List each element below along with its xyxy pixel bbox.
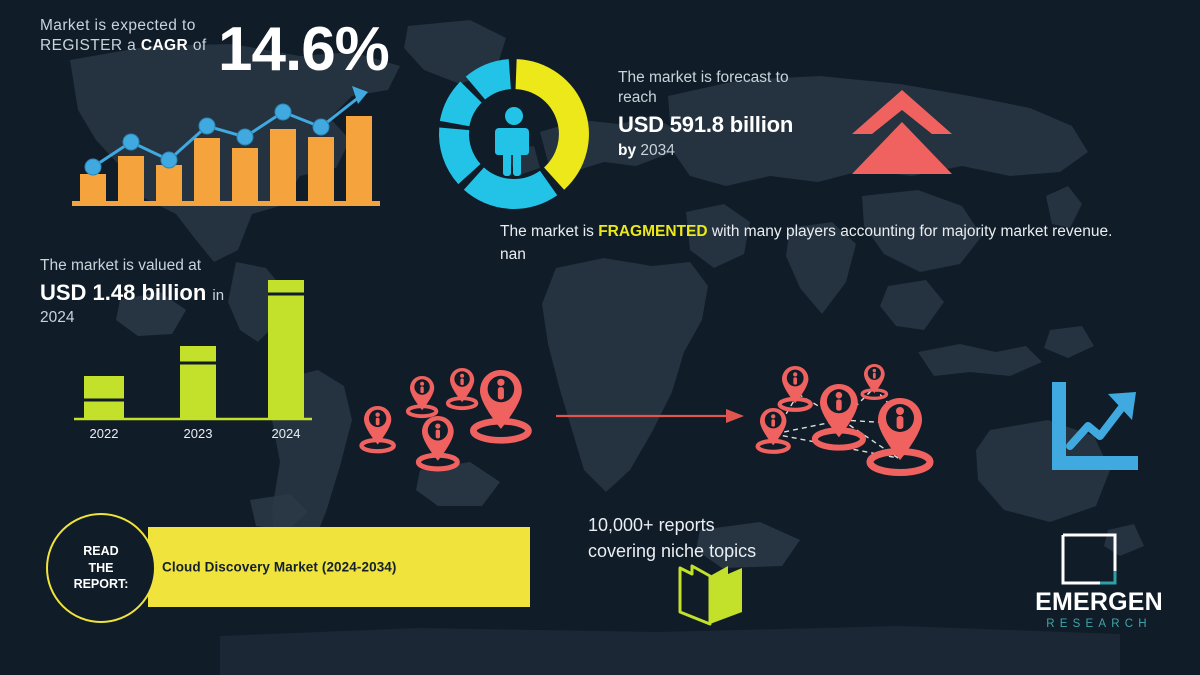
donut-slice-2 bbox=[463, 166, 558, 209]
read-report-bar[interactable]: Cloud Discovery Market (2024-2034) bbox=[148, 527, 530, 607]
forecast-year: by 2034 bbox=[618, 141, 878, 161]
cagr-keyword: CAGR bbox=[140, 36, 189, 54]
bar-cap-dividers bbox=[84, 292, 304, 402]
location-pin bbox=[470, 370, 532, 444]
location-pin bbox=[445, 368, 479, 411]
badge-line2: THE bbox=[88, 560, 114, 575]
report-title: Cloud Discovery Market (2024-2034) bbox=[162, 559, 397, 575]
tick-label-2022: 2022 bbox=[90, 426, 119, 441]
trend-markers bbox=[84, 103, 330, 176]
fragmented-pre: The market is bbox=[500, 223, 599, 240]
location-pins-scattered bbox=[359, 368, 532, 472]
forecast-line2: reach bbox=[618, 88, 657, 106]
valuation-year: 2024 bbox=[40, 308, 75, 326]
chart-baseline bbox=[72, 201, 380, 206]
up-arrow-top bbox=[852, 90, 952, 134]
growth-chart-icon bbox=[1052, 382, 1138, 470]
person-icon bbox=[495, 107, 529, 176]
valuation-line1: The market is valued at bbox=[40, 257, 202, 274]
location-pin bbox=[866, 398, 934, 476]
location-pin bbox=[811, 384, 867, 451]
axis-shape bbox=[1052, 382, 1138, 470]
trend-arrow-head bbox=[352, 86, 368, 104]
donut-slice-4 bbox=[439, 81, 483, 127]
up-arrow-bottom bbox=[852, 122, 952, 174]
book-page-left bbox=[678, 564, 712, 626]
logo-subtitle: RESEARCH bbox=[1046, 618, 1152, 630]
location-pin bbox=[777, 366, 813, 412]
x-axis-tick-labels: 2022 2023 2024 bbox=[90, 426, 301, 441]
zigzag-line bbox=[1066, 398, 1130, 450]
bar-series bbox=[80, 116, 372, 203]
donut-slice-5 bbox=[465, 59, 512, 101]
forecast-line1: The market is forecast to bbox=[618, 69, 789, 86]
open-book-icon bbox=[678, 564, 742, 626]
reports-count-line1: 10,000+ reports bbox=[588, 515, 715, 535]
read-report-badge-label: READ THE REPORT: bbox=[74, 543, 129, 593]
forecast-by-label: by bbox=[618, 141, 637, 159]
forecast-year-value: 2034 bbox=[640, 141, 675, 159]
forecast-value: USD 591.8 billion bbox=[618, 111, 794, 137]
growth-bar-chart bbox=[72, 86, 380, 206]
cagr-label-register: REGISTER a bbox=[40, 36, 141, 54]
fragmented-highlight: FRAGMENTED bbox=[598, 223, 708, 240]
bar-2023 bbox=[180, 346, 216, 418]
zigzag-arrow-head bbox=[1108, 392, 1136, 420]
location-pins-network bbox=[755, 364, 934, 476]
logo-name: EMERGEN bbox=[1035, 588, 1163, 616]
logo-square-icon bbox=[1061, 533, 1117, 585]
bar-2024 bbox=[268, 280, 304, 418]
donut-slice-1 bbox=[514, 59, 589, 190]
reports-count-line2: covering niche topics bbox=[588, 541, 757, 562]
donut-slice-3 bbox=[438, 127, 482, 185]
forecast-block: The market is forecast to reach USD 591.… bbox=[618, 68, 878, 161]
tick-label-2024: 2024 bbox=[272, 426, 301, 441]
cagr-label-line1: Market is expected to bbox=[40, 17, 196, 34]
cagr-label-of: of bbox=[188, 36, 207, 54]
bar-2022 bbox=[84, 376, 124, 418]
cagr-value: 14.6% bbox=[218, 15, 390, 84]
read-report-badge[interactable]: READ THE REPORT: bbox=[46, 513, 156, 623]
location-pin bbox=[405, 376, 439, 419]
emergen-research-logo: EMERGEN RESEARCH bbox=[1026, 532, 1172, 642]
tick-label-2023: 2023 bbox=[184, 426, 213, 441]
valuation-value: USD 1.48 billion in bbox=[40, 279, 310, 307]
transition-arrow bbox=[556, 409, 744, 423]
valuation-block: The market is valued at USD 1.48 billion… bbox=[40, 256, 310, 328]
up-arrows-icon bbox=[852, 90, 952, 174]
green-bars bbox=[84, 280, 304, 418]
market-share-donut bbox=[438, 59, 589, 209]
location-pin bbox=[755, 408, 791, 454]
cagr-label: Market is expected to REGISTER a CAGR of bbox=[40, 16, 207, 56]
valuation-amount: USD 1.48 billion bbox=[40, 279, 207, 305]
valuation-in-word: in bbox=[212, 286, 225, 304]
location-pin bbox=[860, 364, 889, 400]
fragmented-statement: The market is FRAGMENTED with many playe… bbox=[500, 220, 1140, 267]
location-pin bbox=[359, 406, 396, 454]
fragmented-post: with many players accounting for majorit… bbox=[500, 223, 1113, 264]
cagr-label-line2: REGISTER a CAGR of bbox=[40, 36, 207, 56]
badge-line1: READ bbox=[83, 544, 119, 559]
badge-line3: REPORT: bbox=[73, 577, 129, 592]
book-page-right bbox=[710, 566, 742, 624]
market-value-bar-chart: 2022 2023 2024 bbox=[74, 280, 312, 441]
location-pin bbox=[415, 416, 460, 472]
reports-count-block: 10,000+ reports covering niche topics bbox=[588, 512, 756, 564]
